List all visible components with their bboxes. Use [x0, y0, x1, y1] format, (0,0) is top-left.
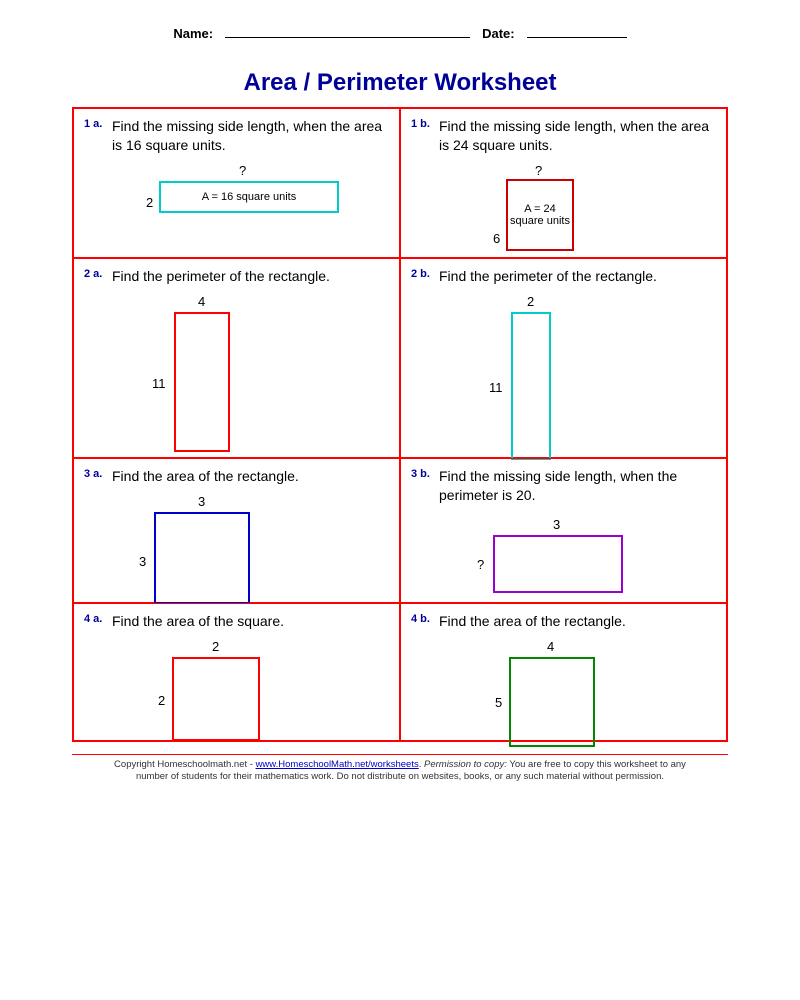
question-text: Find the area of the rectangle. — [439, 612, 716, 631]
header-line: Name: Date: — [0, 0, 800, 41]
footer-link[interactable]: www.HomeschoolMath.net/worksheets — [256, 759, 419, 770]
question-number: 2 b. — [411, 268, 430, 280]
problem-cell: 1 a. Find the missing side length, when t… — [73, 108, 400, 258]
page-title: Area / Perimeter Worksheet — [0, 69, 800, 97]
figure: 3? — [411, 513, 716, 613]
dimension-label: 4 — [547, 639, 554, 654]
question-text: Find the area of the rectangle. — [112, 467, 389, 486]
footer-text-a: Copyright Homeschoolmath.net - — [114, 759, 256, 770]
dimension-label: 3 — [139, 554, 146, 569]
footer-text-c: You are free to copy this worksheet to a… — [507, 759, 686, 770]
dimension-label: 11 — [489, 380, 503, 395]
rectangle-shape — [493, 535, 623, 593]
footer: Copyright Homeschoolmath.net - www.Homes… — [72, 754, 728, 784]
problem-cell: 2 b. Find the perimeter of the rectangle.… — [400, 258, 727, 458]
dimension-label: 4 — [198, 294, 205, 309]
figure: A = 24 square units? 6 — [411, 163, 716, 253]
question-number: 3 a. — [84, 468, 102, 480]
footer-line2: number of students for their mathematics… — [136, 771, 664, 782]
question-number: 3 b. — [411, 468, 430, 480]
problem-cell: 4 b. Find the area of the rectangle. 4 5 — [400, 603, 727, 741]
question-number: 4 b. — [411, 613, 430, 625]
problem-cell: 4 a. Find the area of the square. 2 2 — [73, 603, 400, 741]
rectangle-shape: A = 16 square units — [159, 181, 339, 213]
question-number: 2 a. — [84, 268, 102, 280]
dimension-label: 11 — [152, 376, 166, 391]
name-blank — [225, 24, 470, 38]
figure: 22 — [84, 639, 389, 749]
problem-cell: 3 b. Find the missing side length, when t… — [400, 458, 727, 603]
problem-cell: 2 a. Find the perimeter of the rectangle.… — [73, 258, 400, 458]
rectangle-shape — [154, 512, 250, 604]
name-label: Name: — [173, 26, 213, 41]
question-text: Find the missing side length, when the a… — [439, 117, 716, 155]
question-text: Find the missing side length, when the p… — [439, 467, 716, 505]
figure: 33 — [84, 494, 389, 614]
footer-perm-label: Permission to copy: — [424, 759, 507, 770]
dimension-label: 2 — [527, 294, 534, 309]
dimension-label: 2 — [212, 639, 219, 654]
dimension-label: 3 — [198, 494, 205, 509]
problem-cell: 3 a. Find the area of the rectangle. 3 3 — [73, 458, 400, 603]
rectangle-shape — [172, 657, 260, 741]
question-text: Find the missing side length, when the a… — [112, 117, 389, 155]
dimension-label: 6 — [493, 231, 500, 246]
dimension-label: 5 — [495, 695, 502, 710]
rectangle-shape — [511, 312, 551, 460]
date-label: Date: — [482, 26, 515, 41]
problem-grid: 1 a. Find the missing side length, when t… — [72, 107, 728, 742]
figure: 4 11 — [84, 294, 389, 464]
dimension-label: ? — [477, 557, 484, 572]
dimension-label: 2 — [158, 693, 165, 708]
dimension-label: 3 — [553, 517, 560, 532]
question-text: Find the perimeter of the rectangle. — [439, 267, 716, 286]
problem-cell: 1 b. Find the missing side length, when t… — [400, 108, 727, 258]
rectangle-shape — [509, 657, 595, 747]
date-blank — [527, 24, 627, 38]
dimension-label: ? — [239, 163, 246, 178]
question-text: Find the perimeter of the rectangle. — [112, 267, 389, 286]
rectangle-shape — [174, 312, 230, 452]
question-number: 4 a. — [84, 613, 102, 625]
figure: A = 16 square units? 2 — [84, 163, 389, 253]
question-text: Find the area of the square. — [112, 612, 389, 631]
rectangle-shape: A = 24 square units — [506, 179, 574, 251]
dimension-label: ? — [535, 163, 542, 178]
figure: 45 — [411, 639, 716, 749]
dimension-label: 2 — [146, 195, 153, 210]
question-number: 1 a. — [84, 118, 102, 130]
question-number: 1 b. — [411, 118, 430, 130]
figure: 2 11 — [411, 294, 716, 464]
